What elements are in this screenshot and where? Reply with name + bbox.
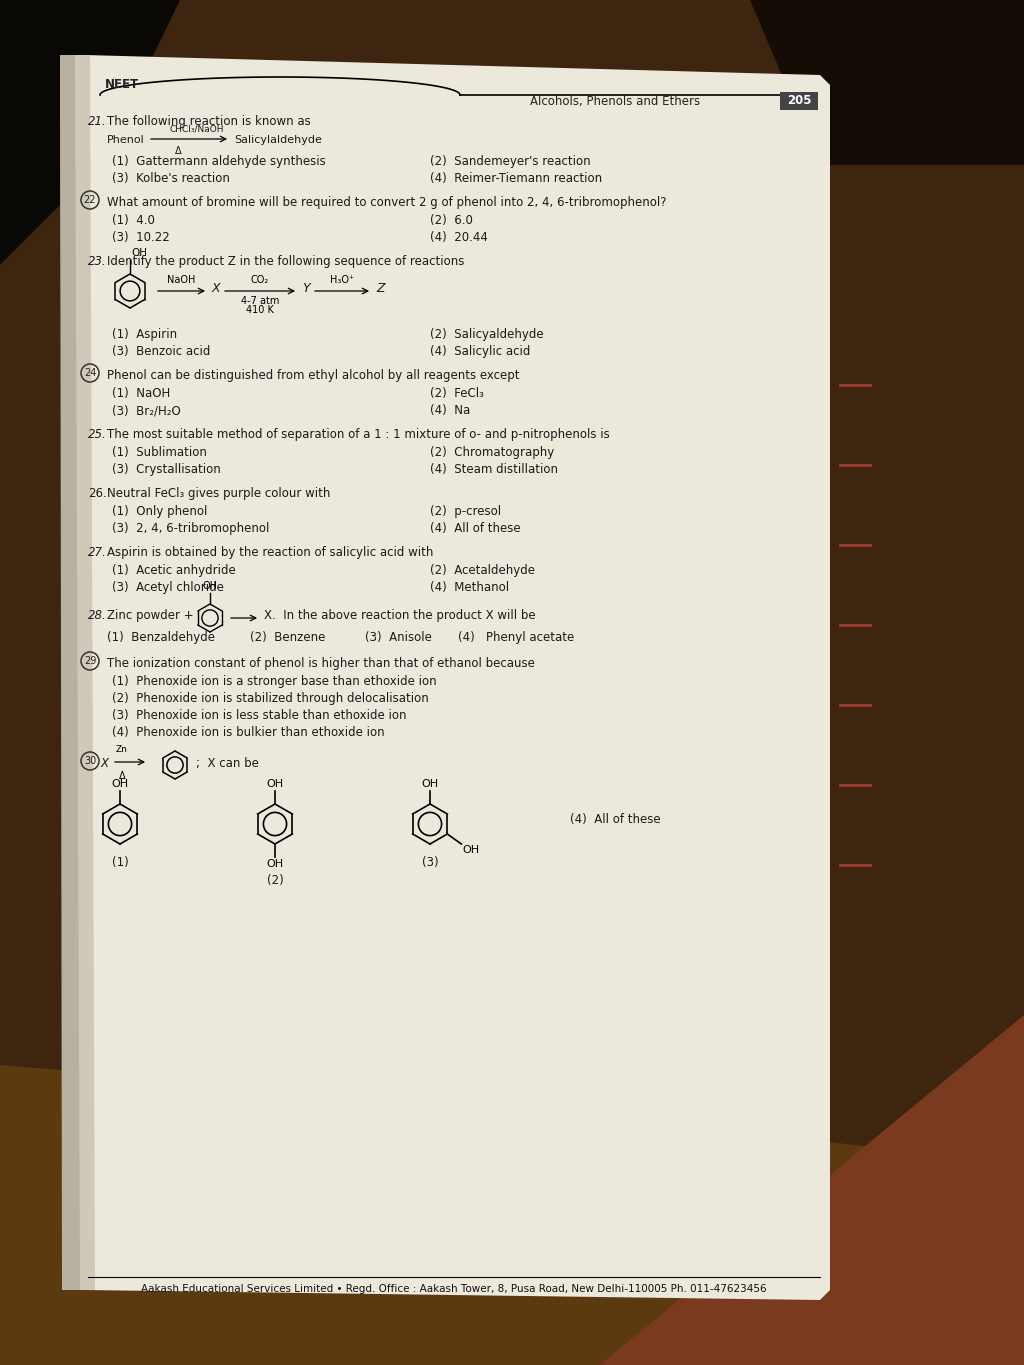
Text: (2)  Salicyaldehyde: (2) Salicyaldehyde bbox=[430, 328, 544, 341]
Text: (3)  Br₂/H₂O: (3) Br₂/H₂O bbox=[112, 404, 181, 416]
Text: (2)  Benzene: (2) Benzene bbox=[250, 631, 326, 644]
Text: (4)  Steam distillation: (4) Steam distillation bbox=[430, 463, 558, 476]
Text: Δ: Δ bbox=[175, 146, 181, 156]
Polygon shape bbox=[0, 0, 180, 265]
Text: (2): (2) bbox=[266, 874, 284, 887]
Text: Neutral FeCl₃ gives purple colour with: Neutral FeCl₃ gives purple colour with bbox=[106, 487, 331, 500]
Text: 27.: 27. bbox=[88, 546, 106, 560]
Text: CHCl₃/NaOH: CHCl₃/NaOH bbox=[169, 124, 223, 132]
Text: 410 K: 410 K bbox=[246, 304, 274, 315]
Text: (4)  Salicylic acid: (4) Salicylic acid bbox=[430, 345, 530, 358]
Text: Salicylaldehyde: Salicylaldehyde bbox=[234, 135, 322, 145]
Text: (4)   Phenyl acetate: (4) Phenyl acetate bbox=[458, 631, 574, 644]
Text: NEET: NEET bbox=[105, 79, 139, 91]
Text: The ionization constant of phenol is higher than that of ethanol because: The ionization constant of phenol is hig… bbox=[106, 657, 535, 670]
Text: OH: OH bbox=[266, 859, 284, 870]
Text: (1)  Gattermann aldehyde synthesis: (1) Gattermann aldehyde synthesis bbox=[112, 156, 326, 168]
Text: Phenol: Phenol bbox=[106, 135, 144, 145]
Text: (4)  Methanol: (4) Methanol bbox=[430, 581, 509, 594]
Text: OH: OH bbox=[462, 845, 479, 854]
Text: CO₂: CO₂ bbox=[251, 274, 269, 285]
Text: Identify the product Z in the following sequence of reactions: Identify the product Z in the following … bbox=[106, 255, 464, 268]
Text: (3)  Benzoic acid: (3) Benzoic acid bbox=[112, 345, 210, 358]
Text: (3)  10.22: (3) 10.22 bbox=[112, 231, 170, 244]
Text: 24: 24 bbox=[84, 369, 96, 378]
Text: (4)  Reimer-Tiemann reaction: (4) Reimer-Tiemann reaction bbox=[430, 172, 602, 186]
Polygon shape bbox=[60, 55, 80, 1290]
Text: (2)  6.0: (2) 6.0 bbox=[430, 214, 473, 227]
Text: Δ: Δ bbox=[119, 771, 125, 781]
Text: (2)  p-cresol: (2) p-cresol bbox=[430, 505, 501, 517]
Text: (2)  Phenoxide ion is stabilized through delocalisation: (2) Phenoxide ion is stabilized through … bbox=[112, 692, 429, 704]
Text: Alcohols, Phenols and Ethers: Alcohols, Phenols and Ethers bbox=[530, 96, 700, 108]
Text: 4-7 atm: 4-7 atm bbox=[241, 296, 280, 306]
Text: (4)  All of these: (4) All of these bbox=[570, 812, 660, 826]
Text: (3)  Crystallisation: (3) Crystallisation bbox=[112, 463, 221, 476]
Text: Z: Z bbox=[376, 281, 385, 295]
Text: OH: OH bbox=[266, 779, 284, 789]
Polygon shape bbox=[0, 1065, 1024, 1365]
Text: (4)  Phenoxide ion is bulkier than ethoxide ion: (4) Phenoxide ion is bulkier than ethoxi… bbox=[112, 726, 385, 738]
Text: What amount of bromine will be required to convert 2 g of phenol into 2, 4, 6-tr: What amount of bromine will be required … bbox=[106, 197, 667, 209]
Polygon shape bbox=[750, 0, 1024, 165]
Text: OH: OH bbox=[131, 248, 147, 258]
Text: H₃O⁺: H₃O⁺ bbox=[330, 274, 354, 285]
Text: (1)  4.0: (1) 4.0 bbox=[112, 214, 155, 227]
Text: Phenol can be distinguished from ethyl alcohol by all reagents except: Phenol can be distinguished from ethyl a… bbox=[106, 369, 519, 382]
Text: OH: OH bbox=[112, 779, 129, 789]
Text: 205: 205 bbox=[786, 94, 811, 108]
Text: 21.: 21. bbox=[88, 115, 106, 128]
Text: (3)  Phenoxide ion is less stable than ethoxide ion: (3) Phenoxide ion is less stable than et… bbox=[112, 708, 407, 722]
Text: (1)  Only phenol: (1) Only phenol bbox=[112, 505, 208, 517]
Text: The most suitable method of separation of a 1 : 1 mixture of o- and p-nitropheno: The most suitable method of separation o… bbox=[106, 429, 609, 441]
Text: (3)  Kolbe's reaction: (3) Kolbe's reaction bbox=[112, 172, 229, 186]
Text: (4)  20.44: (4) 20.44 bbox=[430, 231, 487, 244]
Text: Aakash Educational Services Limited • Regd. Office : Aakash Tower, 8, Pusa Road,: Aakash Educational Services Limited • Re… bbox=[141, 1284, 767, 1294]
Text: (3)  Anisole: (3) Anisole bbox=[365, 631, 432, 644]
Text: (2)  Chromatography: (2) Chromatography bbox=[430, 446, 554, 459]
Text: (1)  NaOH: (1) NaOH bbox=[112, 388, 170, 400]
Text: (1)  Acetic anhydride: (1) Acetic anhydride bbox=[112, 564, 236, 577]
Text: (2)  FeCl₃: (2) FeCl₃ bbox=[430, 388, 484, 400]
Text: (4)  Na: (4) Na bbox=[430, 404, 470, 416]
FancyBboxPatch shape bbox=[780, 91, 818, 111]
Text: 23.: 23. bbox=[88, 255, 106, 268]
Text: OH: OH bbox=[203, 581, 217, 591]
Text: (1)  Sublimation: (1) Sublimation bbox=[112, 446, 207, 459]
Text: (1)  Phenoxide ion is a stronger base than ethoxide ion: (1) Phenoxide ion is a stronger base tha… bbox=[112, 676, 436, 688]
Text: Zinc powder +: Zinc powder + bbox=[106, 609, 194, 622]
Polygon shape bbox=[60, 55, 95, 1290]
Text: ;  X can be: ; X can be bbox=[196, 758, 259, 770]
Text: (2)  Acetaldehyde: (2) Acetaldehyde bbox=[430, 564, 535, 577]
Polygon shape bbox=[80, 55, 830, 1299]
Text: NaOH: NaOH bbox=[167, 274, 196, 285]
Text: The following reaction is known as: The following reaction is known as bbox=[106, 115, 310, 128]
Text: 28.: 28. bbox=[88, 609, 106, 622]
Text: (3): (3) bbox=[422, 856, 438, 870]
Text: Y: Y bbox=[302, 281, 309, 295]
Text: Zn: Zn bbox=[116, 745, 128, 753]
Text: X: X bbox=[100, 758, 108, 770]
Text: X: X bbox=[212, 281, 220, 295]
Polygon shape bbox=[600, 1016, 1024, 1365]
Text: Aspirin is obtained by the reaction of salicylic acid with: Aspirin is obtained by the reaction of s… bbox=[106, 546, 433, 560]
Text: 26.: 26. bbox=[88, 487, 106, 500]
Text: (4)  All of these: (4) All of these bbox=[430, 521, 520, 535]
Text: (3)  2, 4, 6-tribromophenol: (3) 2, 4, 6-tribromophenol bbox=[112, 521, 269, 535]
Text: X.  In the above reaction the product X will be: X. In the above reaction the product X w… bbox=[264, 609, 536, 622]
Text: 25.: 25. bbox=[88, 429, 106, 441]
Text: (1)  Benzaldehyde: (1) Benzaldehyde bbox=[106, 631, 215, 644]
Text: (2)  Sandemeyer's reaction: (2) Sandemeyer's reaction bbox=[430, 156, 591, 168]
Text: (3)  Acetyl chloride: (3) Acetyl chloride bbox=[112, 581, 224, 594]
Text: 29: 29 bbox=[84, 657, 96, 666]
Text: (1): (1) bbox=[112, 856, 128, 870]
Text: (1)  Aspirin: (1) Aspirin bbox=[112, 328, 177, 341]
Text: 30: 30 bbox=[84, 756, 96, 766]
Text: 22: 22 bbox=[84, 195, 96, 205]
Text: OH: OH bbox=[422, 779, 438, 789]
